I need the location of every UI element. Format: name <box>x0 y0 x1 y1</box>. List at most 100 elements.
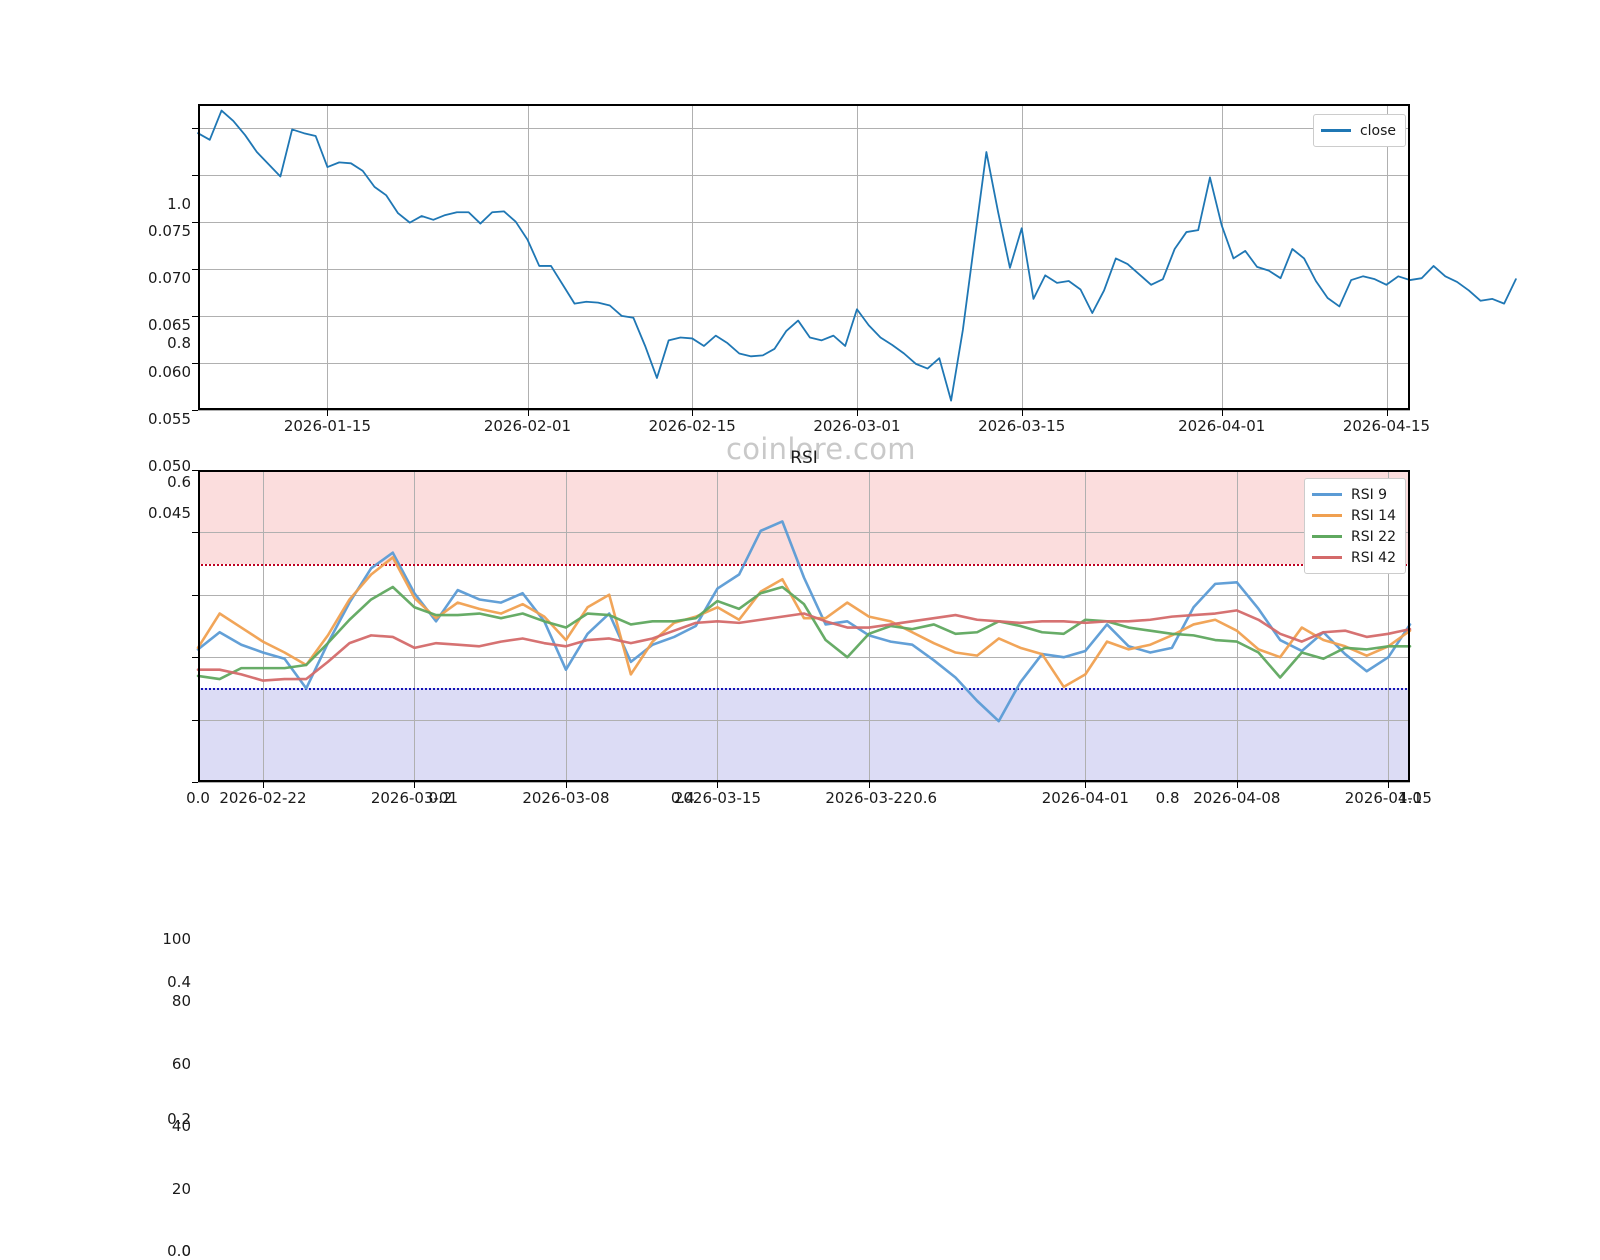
x-tick-mark <box>1221 410 1223 416</box>
x-tick-label: 2026-03-01 <box>813 417 901 435</box>
x-tick-label-overlay: 1.0 <box>1398 789 1422 807</box>
legend-swatch-icon <box>1311 514 1342 517</box>
gridline-vertical <box>414 470 416 782</box>
gridline-horizontal <box>198 719 1410 721</box>
y-tick-label: 100 <box>162 930 191 948</box>
x-tick-mark <box>1386 410 1388 416</box>
legend-item[interactable]: RSI 14 <box>1311 505 1396 526</box>
y-tick-label: 0.055 <box>148 409 191 428</box>
x-tick-label-overlay: 0.2 <box>428 789 453 807</box>
x-tick-mark <box>1236 782 1238 788</box>
rsi-axis-top <box>198 470 1410 472</box>
y-tick-mark <box>192 268 198 270</box>
y-tick-label-overlay: 0.8 <box>167 334 191 352</box>
x-tick-mark <box>692 410 694 416</box>
x-tick-mark <box>857 410 858 416</box>
y-tick-label: 0.070 <box>148 268 191 287</box>
legend-swatch-icon <box>1311 556 1342 559</box>
y-tick-mark <box>192 315 198 317</box>
y-tick-mark <box>192 532 198 534</box>
oversold-threshold-line <box>198 688 1410 691</box>
legend-item-label: RSI 42 <box>1350 549 1396 566</box>
legend-item[interactable]: RSI 42 <box>1311 547 1396 568</box>
y-tick-mark <box>192 594 198 596</box>
y-tick-mark <box>192 719 198 721</box>
gridline-horizontal <box>198 657 1410 659</box>
gridline-horizontal <box>198 532 1410 534</box>
legend-item-label: RSI 14 <box>1350 507 1396 524</box>
y-tick-label: 0.065 <box>148 315 191 334</box>
y-tick-mark <box>192 782 198 783</box>
gridline-horizontal <box>198 127 1410 129</box>
y-tick-label-overlay: 0.0 <box>167 1242 191 1260</box>
x-tick-mark <box>262 782 264 788</box>
legend-item-label: RSI 9 <box>1350 486 1388 503</box>
x-tick-label: 2026-02-15 <box>648 417 736 435</box>
gridline-vertical <box>1021 104 1023 410</box>
x-tick-mark <box>1388 782 1390 788</box>
y-tick-mark <box>192 362 198 364</box>
y-tick-label-overlay: 0.4 <box>167 973 191 991</box>
gridline-vertical <box>692 104 694 410</box>
y-tick-label-overlay: 0.6 <box>167 473 191 491</box>
gridline-vertical <box>1236 470 1238 782</box>
gridline-horizontal <box>198 594 1410 596</box>
price-chart-panel: close 0.045 0.050 0.055 0.060 0.065 0.070 0.07… <box>148 104 1517 521</box>
rsi-title: RSI <box>790 448 818 468</box>
y-tick-mark <box>192 657 198 659</box>
legend-swatch-icon <box>1311 493 1342 496</box>
price-axis-left <box>198 104 200 410</box>
price-axis-bottom <box>198 408 1410 410</box>
legend-item-label: close <box>1359 122 1396 139</box>
rsi-axis-left <box>198 470 200 782</box>
gridline-vertical <box>327 104 329 410</box>
rsi-axis-right <box>1408 470 1410 782</box>
x-tick-mark <box>565 782 567 788</box>
gridline-horizontal <box>198 782 1410 783</box>
legend-item[interactable]: RSI 22 <box>1311 526 1396 547</box>
gridline-vertical <box>1386 104 1388 410</box>
y-tick-mark <box>192 410 198 411</box>
legend-item[interactable]: RSI 9 <box>1311 484 1396 505</box>
x-tick-label: 2026-03-08 <box>522 789 610 807</box>
y-tick-label: 60 <box>171 1054 191 1073</box>
x-tick-label-overlay: 0.0 <box>186 789 210 807</box>
x-tick-label-overlay: 0.8 <box>1155 789 1180 807</box>
x-tick-label: 2026-04-15 <box>1342 417 1431 435</box>
y-tick-label-overlay: 0.2 <box>167 1110 191 1128</box>
x-tick-label: 2026-02-22 <box>219 789 307 807</box>
price-legend: close <box>1312 114 1406 147</box>
gridline-vertical <box>1388 470 1390 782</box>
legend-item[interactable]: close <box>1320 120 1396 141</box>
y-tick-label: 0.075 <box>148 221 191 240</box>
gridline-vertical <box>717 470 719 782</box>
gridline-vertical <box>1221 104 1223 410</box>
gridline-horizontal <box>198 362 1410 364</box>
x-tick-mark <box>414 782 416 788</box>
x-tick-label: 2026-01-15 <box>283 417 372 435</box>
y-tick-mark <box>192 470 198 471</box>
gridline-horizontal <box>198 221 1410 223</box>
legend-item-label: RSI 22 <box>1350 528 1396 545</box>
x-tick-label-overlay: 0.4 <box>670 789 695 807</box>
y-tick-label: 0.045 <box>148 504 191 522</box>
x-tick-label: 2026-04-01 <box>1041 789 1129 807</box>
chart-figure: close 0.045 0.050 0.055 0.060 0.065 0.070 0.07… <box>148 104 1517 1259</box>
gridline-horizontal <box>198 315 1410 317</box>
x-tick-mark <box>1021 410 1023 416</box>
y-tick-label: 0.060 <box>148 362 191 381</box>
x-tick-label: 2026-03-15 <box>673 789 762 807</box>
x-tick-label: 2026-03-22 <box>825 789 913 807</box>
overbought-band <box>198 470 1410 564</box>
gridline-vertical <box>527 104 529 410</box>
y-tick-mark <box>192 221 198 223</box>
gridline-horizontal <box>198 268 1410 270</box>
legend-swatch-icon <box>1320 129 1351 132</box>
price-close-line <box>197 109 1517 402</box>
gridline-vertical <box>262 470 264 782</box>
x-tick-label-overlay: 0.6 <box>913 789 938 807</box>
x-tick-mark <box>527 410 529 416</box>
watermark: coinlore.com <box>726 432 916 466</box>
rsi-chart-panel: RSI RSI 9 RSI 14 RSI 22 RSI 42 0 20 40 60 80 100… <box>162 448 1432 1259</box>
x-tick-label: 2026-04-08 <box>1193 789 1281 807</box>
